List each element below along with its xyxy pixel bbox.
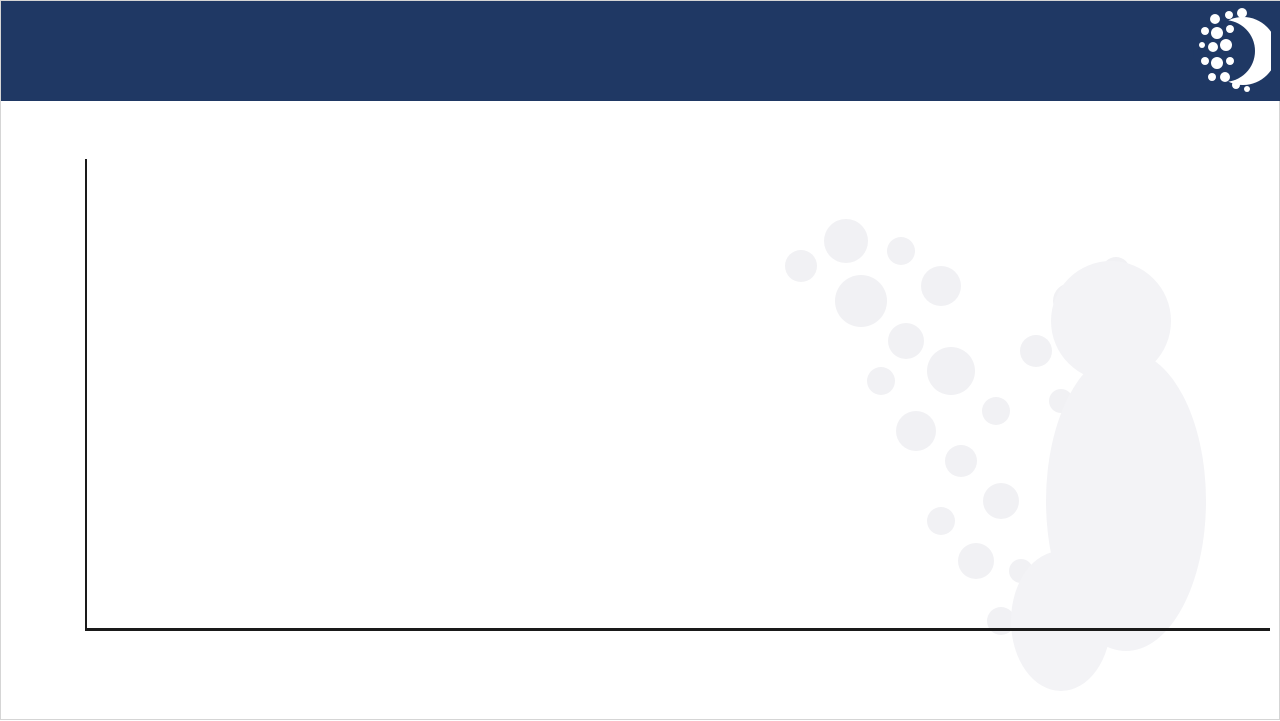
- chart-area: [1, 101, 1280, 721]
- wise-guy-logo-icon: [1193, 8, 1277, 92]
- x-axis-line: [85, 628, 1270, 631]
- brand-logo: [1019, 7, 1277, 95]
- watermark-face-dots-icon: [785, 219, 1206, 691]
- logo-face-icon: [1193, 8, 1277, 92]
- y-axis-line: [85, 159, 87, 631]
- header-bar: [1, 1, 1280, 101]
